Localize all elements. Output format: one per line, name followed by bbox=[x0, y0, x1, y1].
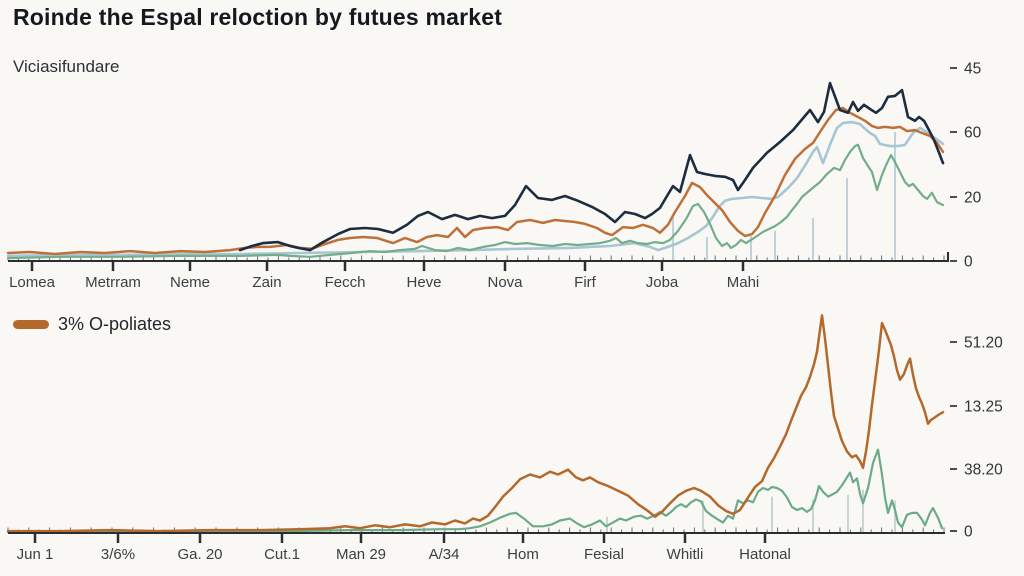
bottom-chart-legend: 3% O-poliates bbox=[13, 314, 171, 335]
x-tick-label: 3/6% bbox=[101, 546, 135, 563]
y-tick-label: 13.25 bbox=[964, 399, 1003, 416]
x-tick-label: Firf bbox=[574, 274, 596, 291]
y-tick-label: 51.20 bbox=[964, 335, 1003, 352]
x-tick-label: Jun 1 bbox=[17, 546, 54, 563]
series-line-green bbox=[6, 143, 945, 260]
x-tick-label: Cut.1 bbox=[264, 546, 300, 563]
x-tick-label: Metrram bbox=[85, 274, 141, 291]
y-tick-label: 0 bbox=[964, 254, 973, 271]
series-line-navy bbox=[238, 81, 945, 252]
series-line-lightblue bbox=[6, 120, 945, 258]
page-title: Roinde the Espal reloction by futues mar… bbox=[13, 4, 503, 30]
x-tick-label: Heve bbox=[406, 274, 441, 291]
series-line-orange bbox=[6, 314, 945, 533]
x-tick-label: Fesial bbox=[584, 546, 624, 563]
x-tick-label: Lomea bbox=[9, 274, 56, 291]
x-tick-label: Hatonal bbox=[739, 546, 791, 563]
y-tick-label: 20 bbox=[964, 190, 982, 207]
x-tick-label: A/34 bbox=[429, 546, 460, 563]
legend-swatch-icon bbox=[13, 320, 49, 329]
x-tick-label: Nova bbox=[487, 274, 523, 291]
bottom-chart-legend-label: 3% O-poliates bbox=[58, 314, 172, 334]
y-tick-label: 38.20 bbox=[964, 462, 1003, 479]
x-tick-label: Neme bbox=[170, 274, 210, 291]
x-tick-label: Zain bbox=[252, 274, 281, 291]
x-tick-label: Joba bbox=[646, 274, 679, 291]
y-tick-label: 60 bbox=[964, 125, 982, 142]
top-chart-legend: Viciasifundare bbox=[13, 57, 119, 77]
top-chart-legend-label: Viciasifundare bbox=[13, 57, 120, 76]
series-line-green bbox=[6, 448, 944, 534]
y-tick-label: 45 bbox=[964, 61, 981, 78]
x-tick-label: Man 29 bbox=[336, 546, 386, 563]
y-tick-label: 0 bbox=[964, 524, 973, 541]
x-tick-label: Hom bbox=[507, 546, 539, 563]
x-tick-label: Whitli bbox=[667, 546, 704, 563]
series-line-orange bbox=[6, 106, 945, 256]
x-tick-label: Ga. 20 bbox=[177, 546, 222, 563]
x-tick-label: Fecch bbox=[325, 274, 366, 291]
x-tick-label: Mahi bbox=[727, 274, 760, 291]
